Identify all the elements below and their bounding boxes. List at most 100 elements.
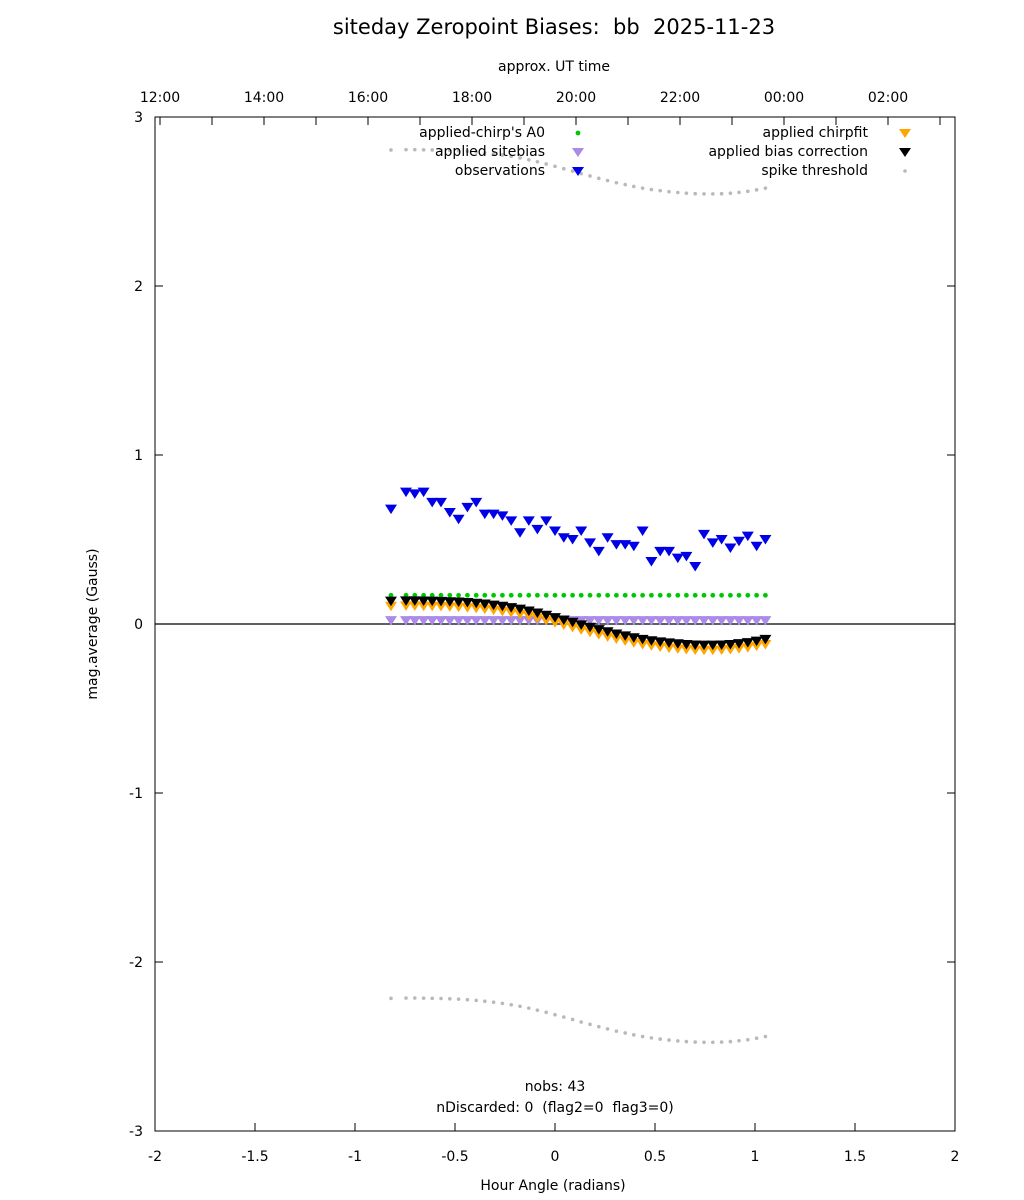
sitebias-point	[619, 616, 632, 626]
a0-point	[754, 592, 759, 598]
bias-correction-point	[408, 596, 421, 606]
a0-point	[482, 592, 488, 598]
observation-point	[461, 502, 474, 513]
sitebias-point	[505, 616, 518, 626]
spike-threshold-upper-point	[719, 191, 724, 196]
spike-threshold-lower-point	[702, 1040, 706, 1045]
sitebias-point	[487, 616, 500, 626]
a0-point	[736, 592, 742, 598]
observation-point	[549, 526, 561, 537]
spike-threshold-upper-point	[614, 180, 619, 185]
bias-correction-point	[566, 617, 579, 628]
observation-point	[575, 526, 588, 537]
sitebias-point	[610, 616, 623, 626]
top-axis-label: approx. UT time	[498, 59, 610, 75]
a0-point	[622, 592, 628, 598]
legend-marker-sitebias-triangle-icon	[572, 148, 584, 157]
spike-threshold-upper-point	[579, 171, 583, 176]
x-tick-label: 1.5	[844, 1149, 866, 1165]
chirpfit-point	[505, 608, 518, 618]
sitebias-point	[452, 616, 465, 626]
spike-threshold-lower-point	[597, 1024, 601, 1029]
sitebias-point	[724, 616, 737, 626]
spike-threshold-upper-point	[474, 150, 479, 154]
bias-correction-point	[654, 637, 667, 647]
y-tick-label: 0	[134, 617, 143, 633]
chirpfit-point	[706, 645, 719, 656]
a0-point	[500, 592, 505, 598]
spike-threshold-upper-point	[588, 174, 592, 178]
a0-point	[508, 592, 514, 598]
spike-threshold-upper-point	[456, 149, 461, 153]
spike-threshold-upper-point	[711, 192, 715, 196]
observation-point	[478, 509, 491, 520]
chirpfit-point	[452, 602, 465, 613]
a0-point	[719, 592, 724, 598]
observation-point	[663, 546, 675, 557]
bias-correction-point	[698, 640, 710, 651]
observation-point	[627, 541, 640, 552]
a0-point	[684, 592, 689, 598]
sitebias-point	[443, 616, 456, 626]
observation-point	[619, 540, 632, 550]
spike-threshold-upper-point	[430, 148, 435, 152]
sitebias-point	[741, 616, 754, 626]
sitebias-point	[680, 616, 693, 626]
y-tick-label: 1	[134, 448, 143, 464]
bias-correction-point	[385, 596, 397, 607]
spike-threshold-lower-point	[693, 1040, 697, 1044]
ut-tick-label: 18:00	[452, 90, 492, 106]
a0-point	[666, 592, 672, 598]
spike-threshold-lower-point	[658, 1037, 662, 1041]
spike-threshold-lower-point	[579, 1020, 583, 1024]
sitebias-point	[689, 616, 702, 626]
observation-point	[426, 497, 439, 508]
bias-correction-point	[505, 603, 518, 613]
observation-point	[408, 489, 421, 499]
observation-point	[654, 546, 667, 557]
ndiscarded-annotation: nDiscarded: 0 (flag2=0 flag3=0)	[436, 1100, 673, 1116]
legend-marker-a0-dot-icon	[575, 130, 581, 136]
spike-threshold-lower-point	[711, 1040, 715, 1045]
sitebias-point	[706, 616, 719, 626]
a0-point	[614, 592, 619, 598]
ut-tick-label: 20:00	[556, 90, 596, 106]
chirpfit-point	[610, 634, 623, 645]
sitebias-point	[733, 616, 745, 626]
chirpfit-point	[627, 638, 640, 648]
observation-point	[566, 535, 579, 545]
legend-marker-observations-triangle-icon	[572, 167, 584, 176]
spike-threshold-lower-point	[623, 1031, 627, 1035]
a0-point	[473, 592, 479, 598]
spike-threshold-lower-point	[667, 1038, 671, 1042]
spike-threshold-lower-point	[676, 1039, 680, 1043]
bias-correction-point	[417, 596, 430, 607]
bias-correction-point	[487, 600, 500, 611]
x-tick-label: 2	[951, 1149, 960, 1165]
a0-point	[570, 592, 575, 598]
sitebias-point	[592, 616, 605, 626]
a0-point	[763, 592, 768, 598]
a0-point	[578, 592, 584, 598]
a0-point	[543, 592, 549, 598]
a0-point	[675, 592, 681, 598]
legend-label-applied-bias-correction: applied bias correction	[708, 144, 868, 160]
y-axis-label: mag.average (Gauss)	[85, 548, 101, 699]
observation-point	[487, 509, 500, 520]
y-tick-label: -3	[129, 1124, 143, 1140]
sitebias-point	[435, 616, 447, 626]
bias-correction-point	[400, 596, 412, 606]
chirpfit-point	[496, 606, 509, 617]
spike-threshold-lower-point	[518, 1004, 522, 1009]
spike-threshold-lower-point	[746, 1037, 750, 1042]
spike-threshold-lower-point	[439, 996, 443, 1001]
a0-point	[429, 592, 435, 598]
nobs-annotation: nobs: 43	[525, 1079, 586, 1095]
spike-threshold-lower-point	[448, 997, 452, 1001]
bias-correction-point	[478, 599, 491, 610]
observation-point	[514, 528, 526, 538]
sitebias-point	[698, 616, 710, 626]
a0-point	[438, 592, 444, 598]
spike-threshold-lower-point	[562, 1015, 566, 1019]
